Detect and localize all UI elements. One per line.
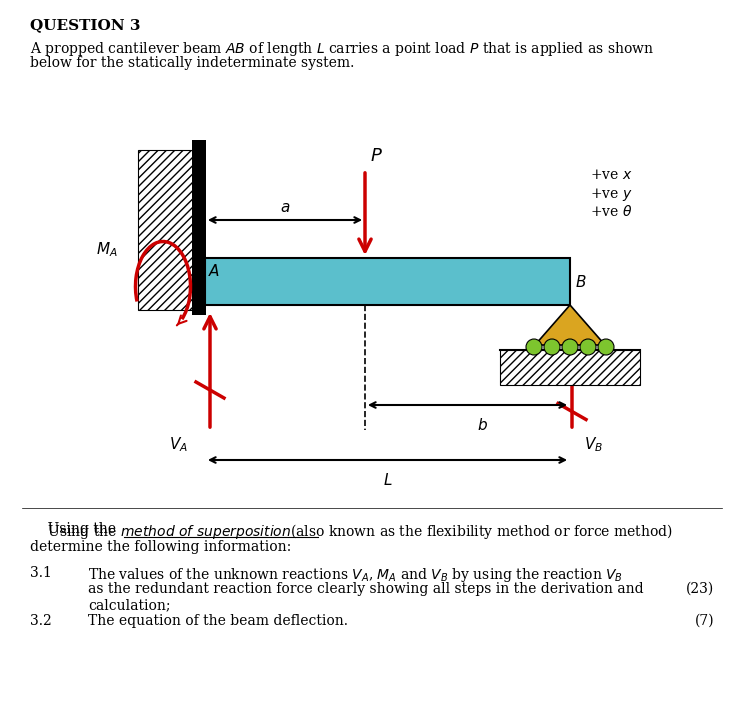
Bar bbox=[500, 350, 640, 385]
Circle shape bbox=[544, 339, 560, 355]
Text: $A$: $A$ bbox=[208, 263, 220, 279]
Text: +ve $\theta$: +ve $\theta$ bbox=[590, 204, 632, 219]
Circle shape bbox=[562, 339, 578, 355]
Bar bbox=[138, 150, 195, 310]
Text: 3.2: 3.2 bbox=[30, 614, 52, 628]
Text: The equation of the beam deflection.: The equation of the beam deflection. bbox=[88, 614, 348, 628]
Text: $V_A$: $V_A$ bbox=[169, 435, 187, 454]
Text: determine the following information:: determine the following information: bbox=[30, 540, 291, 554]
Text: +ve $y$: +ve $y$ bbox=[590, 186, 632, 203]
Text: Using the: Using the bbox=[30, 522, 121, 536]
Text: (23): (23) bbox=[686, 582, 714, 596]
Bar bbox=[192, 140, 206, 315]
Circle shape bbox=[580, 339, 596, 355]
Bar bbox=[205, 258, 570, 305]
Text: Using the $\mathbf{\mathit{method\ of\ superposition}}$(also known as the flexib: Using the $\mathbf{\mathit{method\ of\ s… bbox=[30, 522, 673, 541]
Text: $B$: $B$ bbox=[575, 274, 586, 290]
Text: A propped cantilever beam $AB$ of length $L$ carries a point load $P$ that is ap: A propped cantilever beam $AB$ of length… bbox=[30, 40, 654, 58]
Text: calculation;: calculation; bbox=[88, 598, 170, 612]
Text: $V_B$: $V_B$ bbox=[584, 435, 603, 454]
Text: (7): (7) bbox=[694, 614, 714, 628]
Text: +ve $x$: +ve $x$ bbox=[590, 168, 632, 182]
Text: The values of the unknown reactions $V_A$, $M_A$ and $V_B$ by using the reaction: The values of the unknown reactions $V_A… bbox=[88, 566, 623, 584]
Text: QUESTION 3: QUESTION 3 bbox=[30, 18, 141, 32]
Text: below for the statically indeterminate system.: below for the statically indeterminate s… bbox=[30, 56, 354, 70]
Text: $a$: $a$ bbox=[280, 201, 290, 215]
Text: $L$: $L$ bbox=[382, 472, 392, 488]
Text: as the redundant reaction force clearly showing all steps in the derivation and: as the redundant reaction force clearly … bbox=[88, 582, 644, 596]
Text: $b$: $b$ bbox=[477, 417, 488, 433]
Polygon shape bbox=[535, 305, 605, 345]
Text: $M_A$: $M_A$ bbox=[96, 240, 118, 259]
Circle shape bbox=[598, 339, 614, 355]
Text: 3.1: 3.1 bbox=[30, 566, 52, 580]
Text: $P$: $P$ bbox=[370, 147, 383, 165]
Circle shape bbox=[526, 339, 542, 355]
